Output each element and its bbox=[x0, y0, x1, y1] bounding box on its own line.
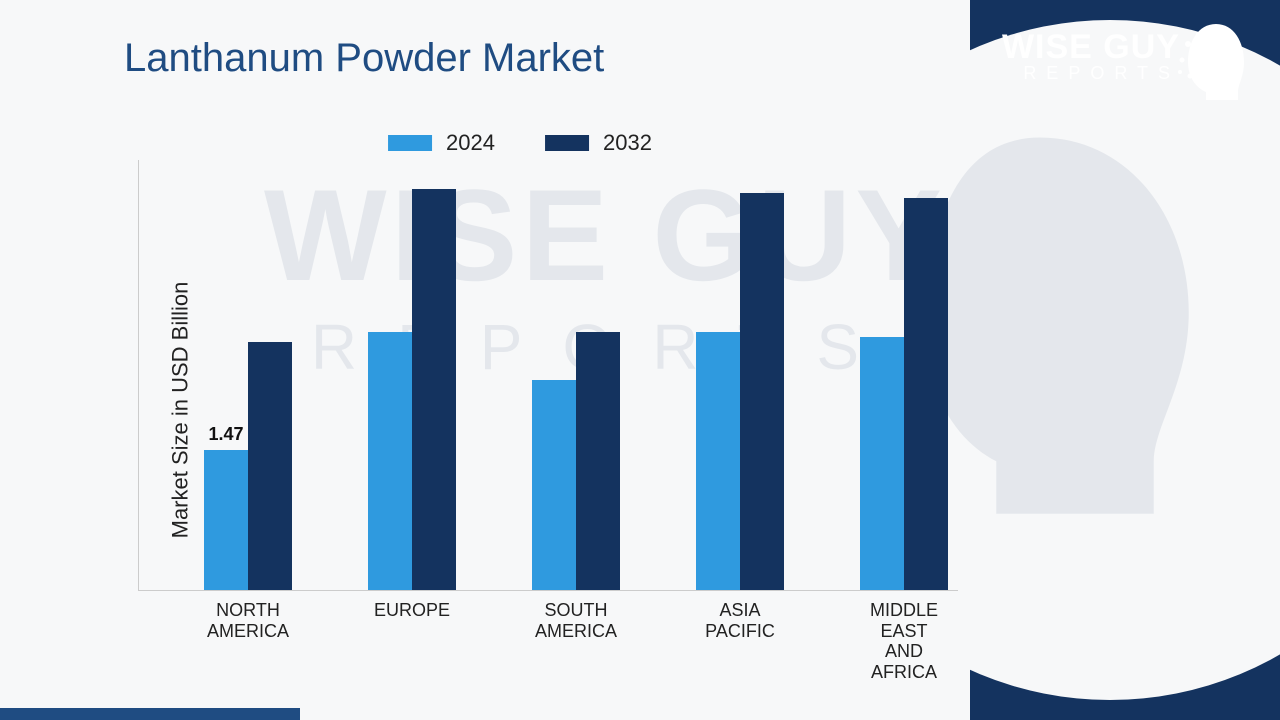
x-category-label: ASIAPACIFIC bbox=[670, 600, 810, 641]
legend-swatch-2024 bbox=[388, 135, 432, 151]
chart: Market Size in USD Billion 2024 2032 1.4… bbox=[60, 130, 980, 690]
chart-title: Lanthanum Powder Market bbox=[124, 36, 604, 81]
bar-2032 bbox=[412, 189, 456, 590]
x-category-label: NORTHAMERICA bbox=[178, 600, 318, 641]
bar-value-label: 1.47 bbox=[204, 424, 248, 445]
bottom-accent-bar bbox=[0, 708, 300, 720]
legend-swatch-2032 bbox=[545, 135, 589, 151]
x-category-label: EUROPE bbox=[342, 600, 482, 621]
legend-item-2032: 2032 bbox=[545, 130, 652, 156]
bar-2032 bbox=[576, 332, 620, 590]
y-axis-line bbox=[138, 160, 139, 590]
x-category-label: MIDDLEEASTANDAFRICA bbox=[834, 600, 974, 683]
legend-label-2024: 2024 bbox=[446, 130, 495, 156]
bar-2032 bbox=[248, 342, 292, 590]
bar-2024 bbox=[368, 332, 412, 590]
legend: 2024 2032 bbox=[388, 130, 652, 156]
logo-line2: REPORTS bbox=[1002, 63, 1180, 84]
brand-logo: WISE GUY REPORTS bbox=[1002, 28, 1246, 84]
bar-2032 bbox=[740, 193, 784, 590]
bar-2032 bbox=[904, 198, 948, 590]
legend-item-2024: 2024 bbox=[388, 130, 495, 156]
bar-2024 bbox=[696, 332, 740, 590]
legend-label-2032: 2032 bbox=[603, 130, 652, 156]
bar-2024: 1.47 bbox=[204, 450, 248, 590]
logo-line1: WISE GUY bbox=[1002, 28, 1180, 67]
x-category-label: SOUTHAMERICA bbox=[506, 600, 646, 641]
bar-2024 bbox=[860, 337, 904, 590]
page: WISE GUY REPORTS WISE GUY REPORTS Lantha… bbox=[0, 0, 1280, 720]
bar-2024 bbox=[532, 380, 576, 590]
plot-area: 1.47NORTHAMERICAEUROPESOUTHAMERICAASIAPA… bbox=[138, 160, 958, 591]
